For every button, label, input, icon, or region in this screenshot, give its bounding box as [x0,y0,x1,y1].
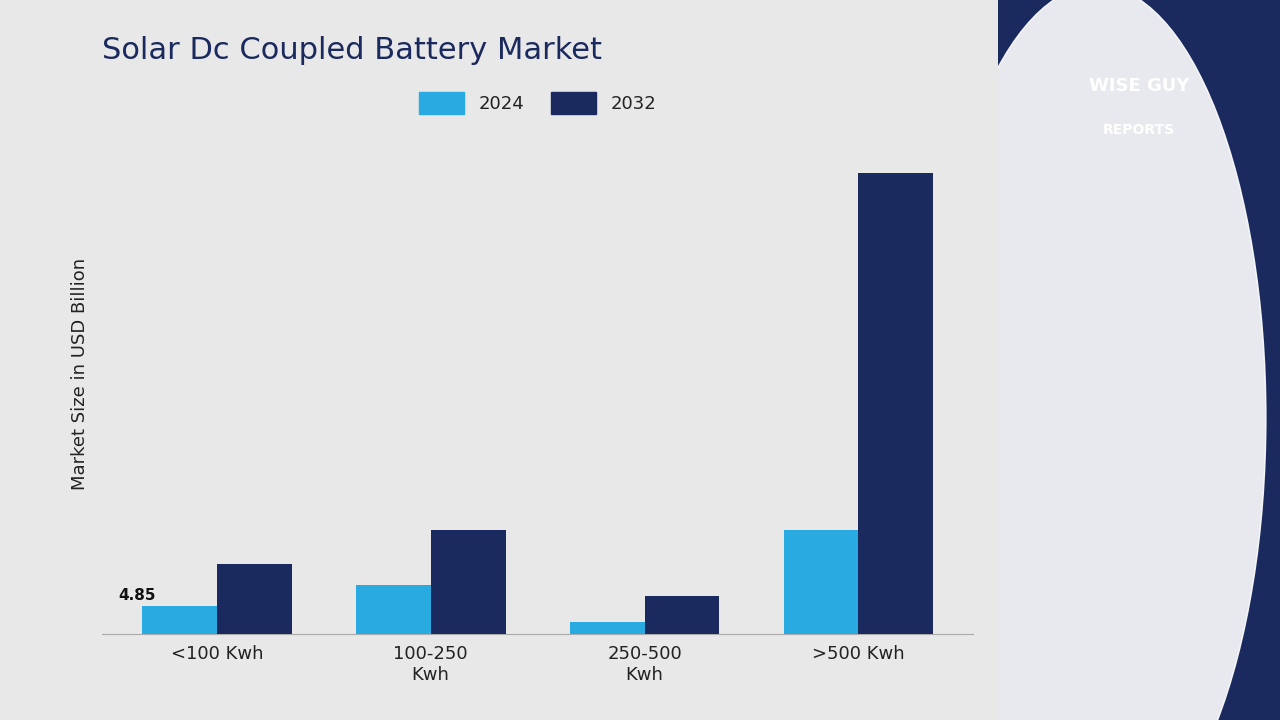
Bar [859,173,933,634]
Bar [430,530,506,634]
Text: 4.85: 4.85 [118,588,155,603]
Bar [216,564,292,634]
Circle shape [928,0,1266,720]
Bar [570,622,645,634]
Text: WISE GUY: WISE GUY [1089,77,1189,95]
Text: REPORTS: REPORTS [1103,122,1175,137]
Bar [645,596,719,634]
Bar [142,606,216,634]
Text: Solar Dc Coupled Battery Market: Solar Dc Coupled Battery Market [102,36,603,65]
Bar [783,530,859,634]
Y-axis label: Market Size in USD Billion: Market Size in USD Billion [70,258,88,490]
Bar [356,585,430,634]
Legend: 2024, 2032: 2024, 2032 [410,83,666,123]
